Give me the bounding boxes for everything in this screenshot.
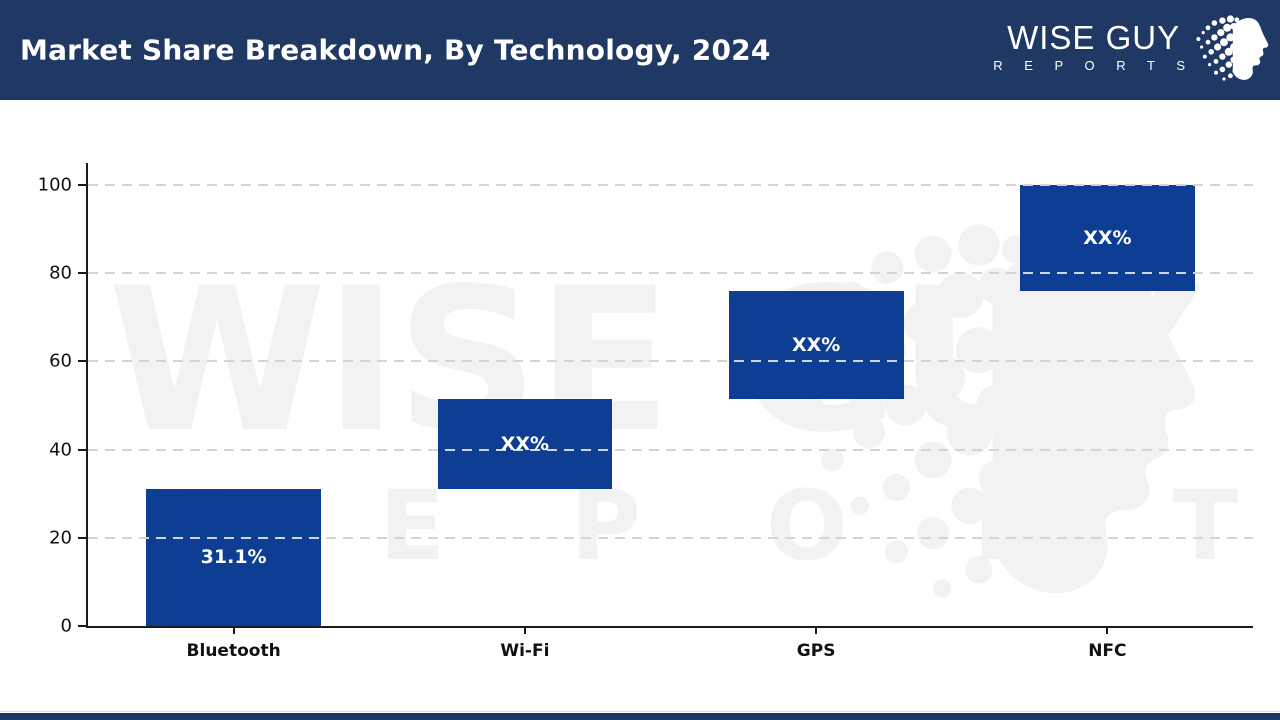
x-category-label: Bluetooth bbox=[186, 641, 281, 661]
gridline-60 bbox=[88, 360, 1253, 363]
x-axis-line bbox=[86, 626, 1253, 628]
y-tick-mark bbox=[78, 625, 86, 627]
y-tick-mark bbox=[78, 184, 86, 186]
bar-wi-fi bbox=[437, 398, 613, 489]
y-tick-mark bbox=[78, 360, 86, 363]
footer-bar bbox=[0, 713, 1280, 720]
y-tick-label: 60 bbox=[49, 350, 72, 372]
y-tick-mark bbox=[78, 272, 86, 275]
header-bar: Market Share Breakdown, By Technology, 2… bbox=[0, 0, 1280, 100]
bar-value-label: XX% bbox=[1083, 226, 1132, 249]
x-tick-mark bbox=[232, 628, 235, 634]
y-tick-mark bbox=[78, 448, 86, 451]
y-tick-mark bbox=[78, 536, 86, 539]
y-axis-line bbox=[86, 163, 88, 628]
bar-value-label: 31.1% bbox=[200, 546, 267, 569]
footer-divider bbox=[0, 711, 1280, 712]
x-tick-mark bbox=[523, 628, 526, 634]
gridline-80 bbox=[88, 272, 1253, 275]
bar-bluetooth bbox=[146, 488, 321, 626]
brand-wordmark: WISE GUY bbox=[1007, 19, 1181, 56]
x-category-label: NFC bbox=[1088, 641, 1127, 661]
page-title: Market Share Breakdown, By Technology, 2… bbox=[20, 33, 771, 67]
brand-logo: WISE GUY R E P O R T S bbox=[993, 4, 1272, 96]
y-tick-label: 80 bbox=[49, 262, 72, 284]
bar-value-label: XX% bbox=[500, 432, 550, 455]
gridline-100 bbox=[88, 184, 1253, 186]
bar-value-label: XX% bbox=[791, 333, 841, 356]
gridline-40 bbox=[88, 448, 1253, 451]
y-tick-label: 20 bbox=[49, 527, 72, 549]
x-tick-mark bbox=[1106, 628, 1109, 634]
plot-area: 31.1% XX% XX% XX% 0 20 40 60 80 100 Bluetooth Wi-Fi… bbox=[38, 163, 1253, 661]
x-category-label: GPS bbox=[796, 641, 836, 661]
y-tick-label: 100 bbox=[37, 174, 72, 196]
brand-subtext: R E P O R T S bbox=[993, 58, 1194, 74]
gridline-20 bbox=[88, 536, 1253, 539]
brand-logo-text: WISE GUY R E P O R T S bbox=[993, 19, 1194, 74]
x-tick-mark bbox=[815, 628, 818, 634]
x-category-label: Wi-Fi bbox=[500, 641, 550, 661]
y-tick-label: 0 bbox=[60, 615, 72, 637]
y-tick-label: 40 bbox=[49, 439, 72, 461]
head-profile-icon bbox=[1196, 15, 1269, 81]
